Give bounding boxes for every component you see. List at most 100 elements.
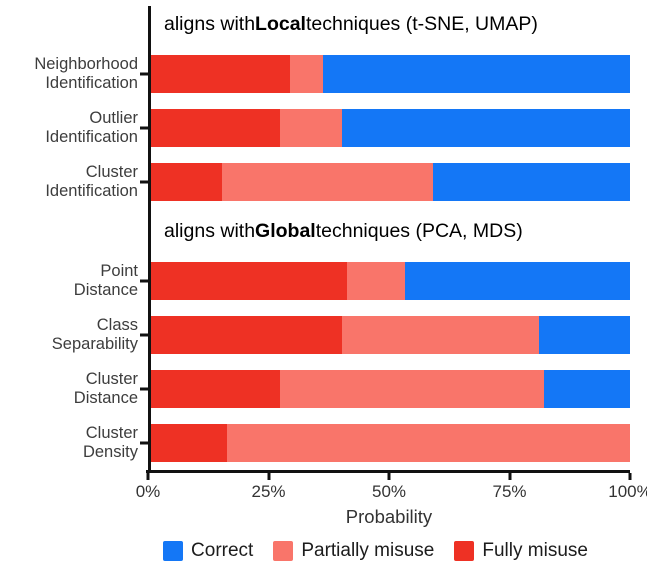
group-header: aligns with Global techniques (PCA, MDS) <box>0 209 647 254</box>
bar-row: Cluster Distance <box>0 362 647 416</box>
bar-track <box>150 316 631 354</box>
y-axis-label: Neighborhood Identification <box>0 55 138 94</box>
x-axis-row: 0% 25% 50% 75% 100% <box>0 470 647 506</box>
plot-rows: aligns with Local techniques (t-SNE, UMA… <box>0 2 647 470</box>
bar-segment-correct <box>404 262 630 300</box>
legend-item-correct: Correct <box>163 540 253 562</box>
x-axis-title: Probability <box>345 506 433 527</box>
bar-row: Cluster Identification <box>0 155 647 209</box>
group-header-prefix: aligns with <box>164 13 256 35</box>
x-tick-mark <box>628 472 632 480</box>
bar-segment-fully-misuse <box>150 370 280 408</box>
bar-track <box>150 262 631 300</box>
x-tick-label: 100% <box>608 482 647 501</box>
y-tick-zone <box>138 416 148 470</box>
x-tick-label: 25% <box>251 482 286 501</box>
bar-segment-correct <box>538 316 630 354</box>
y-axis-label-line1: Outlier <box>89 108 138 127</box>
y-axis-label-line1: Cluster <box>85 423 138 442</box>
bar-track <box>150 109 631 147</box>
legend-label: Partially misuse <box>301 540 435 561</box>
bar-segment-correct <box>342 109 630 147</box>
x-tick-mark <box>146 472 150 480</box>
x-tick-mark <box>387 472 391 480</box>
plot-area: aligns with Local techniques (t-SNE, UMA… <box>0 2 647 472</box>
y-axis-label-line1: Point <box>100 261 138 280</box>
bar-segment-fully-misuse <box>150 109 280 147</box>
bar-segment-fully-misuse <box>150 316 343 354</box>
y-axis-line <box>148 6 151 472</box>
x-axis-title-row: Probability <box>148 506 630 534</box>
bar-segment-correct <box>433 163 630 201</box>
bar-track <box>150 55 631 93</box>
legend-item-fully-misuse: Fully misuse <box>454 540 588 562</box>
x-axis: 0% 25% 50% 75% 100% <box>136 470 647 506</box>
bar-segment-partially-misuse <box>347 262 405 300</box>
bar-row: Point Distance <box>0 254 647 308</box>
bar-segment-partially-misuse <box>222 163 434 201</box>
bar-segment-partially-misuse <box>279 109 343 147</box>
y-axis-label: Cluster Density <box>0 424 138 463</box>
y-tick-mark <box>140 441 148 445</box>
legend-swatch-correct <box>163 541 184 561</box>
y-tick-mark <box>140 279 148 283</box>
bar-track <box>150 424 631 462</box>
y-tick-mark <box>140 333 148 337</box>
x-tick-label: 50% <box>371 482 407 501</box>
bar-segment-partially-misuse <box>342 316 539 354</box>
bar-row: Cluster Density <box>0 416 647 470</box>
x-tick-mark <box>508 472 511 480</box>
group-header-keyword: Local <box>255 13 306 35</box>
bar-segment-fully-misuse <box>150 424 228 462</box>
legend-item-partially-misuse: Partially misuse <box>273 540 434 562</box>
bar-segment-partially-misuse <box>289 55 324 93</box>
x-tick-mark <box>267 472 270 480</box>
group-header-suffix: techniques (PCA, MDS) <box>315 220 523 242</box>
group-header-suffix: techniques (t-SNE, UMAP) <box>305 13 538 35</box>
x-axis-line <box>145 470 630 473</box>
x-tick-label: 0% <box>135 482 161 501</box>
bar-segment-fully-misuse <box>150 163 223 201</box>
chart-legend: Correct Partially misuse Fully misuse <box>104 540 647 562</box>
group-header: aligns with Local techniques (t-SNE, UMA… <box>0 2 647 47</box>
bar-row: Neighborhood Identification <box>0 47 647 101</box>
y-tick-zone <box>138 362 148 416</box>
y-axis-label-line2: Identification <box>45 74 138 92</box>
y-tick-mark <box>140 387 148 391</box>
bar-segment-correct <box>543 370 630 408</box>
y-axis-label-line1: Cluster <box>85 369 138 388</box>
bar-segment-partially-misuse <box>227 424 630 462</box>
bar-track <box>150 163 631 201</box>
bar-segment-correct <box>323 55 630 93</box>
y-tick-mark <box>140 126 148 130</box>
bar-segment-fully-misuse <box>150 55 290 93</box>
y-axis-label-line2: Identification <box>45 182 138 200</box>
y-tick-mark <box>140 180 148 184</box>
y-axis-label-line2: Identification <box>45 128 138 146</box>
y-axis-label: Class Separability <box>0 316 138 355</box>
y-axis-label: Outlier Identification <box>0 109 138 148</box>
legend-swatch-partially-misuse <box>273 541 294 561</box>
y-axis-label-line2: Distance <box>73 281 138 299</box>
y-tick-zone <box>138 47 148 101</box>
y-axis-label: Point Distance <box>0 262 138 301</box>
bar-segment-fully-misuse <box>150 262 348 300</box>
y-axis-label-line1: Cluster <box>85 162 138 181</box>
y-tick-zone <box>138 101 148 155</box>
y-tick-zone <box>138 254 148 308</box>
y-axis-label-line2: Distance <box>73 389 138 407</box>
bar-segment-partially-misuse <box>279 370 544 408</box>
y-tick-zone <box>138 308 148 362</box>
legend-swatch-fully-misuse <box>454 541 475 561</box>
y-axis-label: Cluster Distance <box>0 370 138 409</box>
bar-track <box>150 370 631 408</box>
y-axis-label-line1: Neighborhood <box>34 54 138 73</box>
bar-row: Outlier Identification <box>0 101 647 155</box>
group-header-prefix: aligns with <box>164 220 256 242</box>
x-tick-label: 75% <box>492 482 527 501</box>
y-axis-label-line2: Density <box>82 443 138 461</box>
x-axis-spacer <box>0 470 148 506</box>
y-axis-label: Cluster Identification <box>0 163 138 202</box>
legend-label: Fully misuse <box>482 540 588 561</box>
